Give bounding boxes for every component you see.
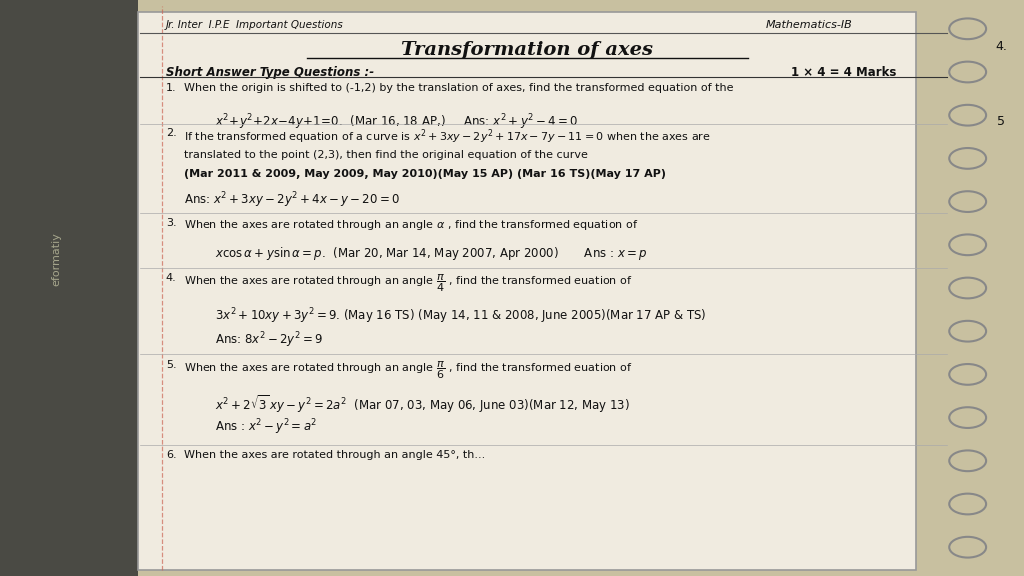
Text: 1 × 4 = 4 Marks: 1 × 4 = 4 Marks — [791, 66, 896, 79]
Text: 4.: 4. — [995, 40, 1008, 54]
FancyBboxPatch shape — [138, 12, 916, 570]
Text: 6.: 6. — [166, 450, 176, 460]
Text: 1.: 1. — [166, 83, 176, 93]
Text: When the axes are rotated through an angle 45°, th...: When the axes are rotated through an ang… — [184, 450, 485, 460]
Text: Jr. Inter  I.P.E  Important Questions: Jr. Inter I.P.E Important Questions — [166, 20, 344, 30]
Bar — [0, 0, 138, 576]
Text: Ans : $x^2-y^2=a^2$: Ans : $x^2-y^2=a^2$ — [215, 418, 317, 437]
Text: When the origin is shifted to (-1,2) by the translation of axes, find the transf: When the origin is shifted to (-1,2) by … — [184, 83, 734, 93]
Text: (Mar 2011 & 2009, May 2009, May 2010)(May 15 AP) (Mar 16 TS)(May 17 AP): (Mar 2011 & 2009, May 2009, May 2010)(Ma… — [184, 169, 667, 179]
Text: When the axes are rotated through an angle $\dfrac{\pi}{4}$ , find the transform: When the axes are rotated through an ang… — [184, 273, 633, 294]
Text: Mathematics-IB: Mathematics-IB — [766, 20, 852, 30]
Text: 3.: 3. — [166, 218, 176, 228]
Text: eformatiy: eformatiy — [51, 232, 61, 286]
Text: $3x^2+10xy+3y^2=9$. (May 16 TS) (May 14, 11 & 2008, June 2005)(Mar 17 AP & TS): $3x^2+10xy+3y^2=9$. (May 16 TS) (May 14,… — [215, 306, 707, 326]
Text: 4.: 4. — [166, 273, 176, 283]
Text: 5.: 5. — [166, 360, 176, 370]
Text: 2.: 2. — [166, 128, 176, 138]
Text: $x\cos\alpha+y\sin\alpha=p$.  (Mar 20, Mar 14, May 2007, Apr 2000)       Ans : $: $x\cos\alpha+y\sin\alpha=p$. (Mar 20, Ma… — [215, 245, 647, 263]
Text: Ans: $x^2+3xy-2y^2+4x-y-20=0$: Ans: $x^2+3xy-2y^2+4x-y-20=0$ — [184, 190, 400, 210]
Text: Transformation of axes: Transformation of axes — [401, 41, 653, 59]
Text: Short Answer Type Questions :-: Short Answer Type Questions :- — [166, 66, 374, 79]
Text: If the transformed equation of a curve is $x^2+3xy-2y^2+17x-7y-11=0$ when the ax: If the transformed equation of a curve i… — [184, 128, 711, 146]
Text: When the axes are rotated through an angle $\alpha$ , find the transformed equat: When the axes are rotated through an ang… — [184, 218, 639, 232]
Text: Ans: $8x^2-2y^2=9$: Ans: $8x^2-2y^2=9$ — [215, 331, 323, 350]
Text: translated to the point (2,3), then find the original equation of the curve: translated to the point (2,3), then find… — [184, 150, 588, 160]
Text: $x^2+2\sqrt{3}\,xy-y^2=2a^2$  (Mar 07, 03, May 06, June 03)(Mar 12, May 13): $x^2+2\sqrt{3}\,xy-y^2=2a^2$ (Mar 07, 03… — [215, 393, 630, 415]
Text: $x^2\!+\!y^2\!+\!2x\!-\!4y\!+\!1\!=\!0$.  (Mar 16, 18 AP,)     Ans: $x^2+y^2-4=0: $x^2\!+\!y^2\!+\!2x\!-\!4y\!+\!1\!=\!0$.… — [215, 113, 579, 132]
Text: 5: 5 — [997, 115, 1006, 128]
Text: When the axes are rotated through an angle $\dfrac{\pi}{6}$ , find the transform: When the axes are rotated through an ang… — [184, 360, 633, 381]
